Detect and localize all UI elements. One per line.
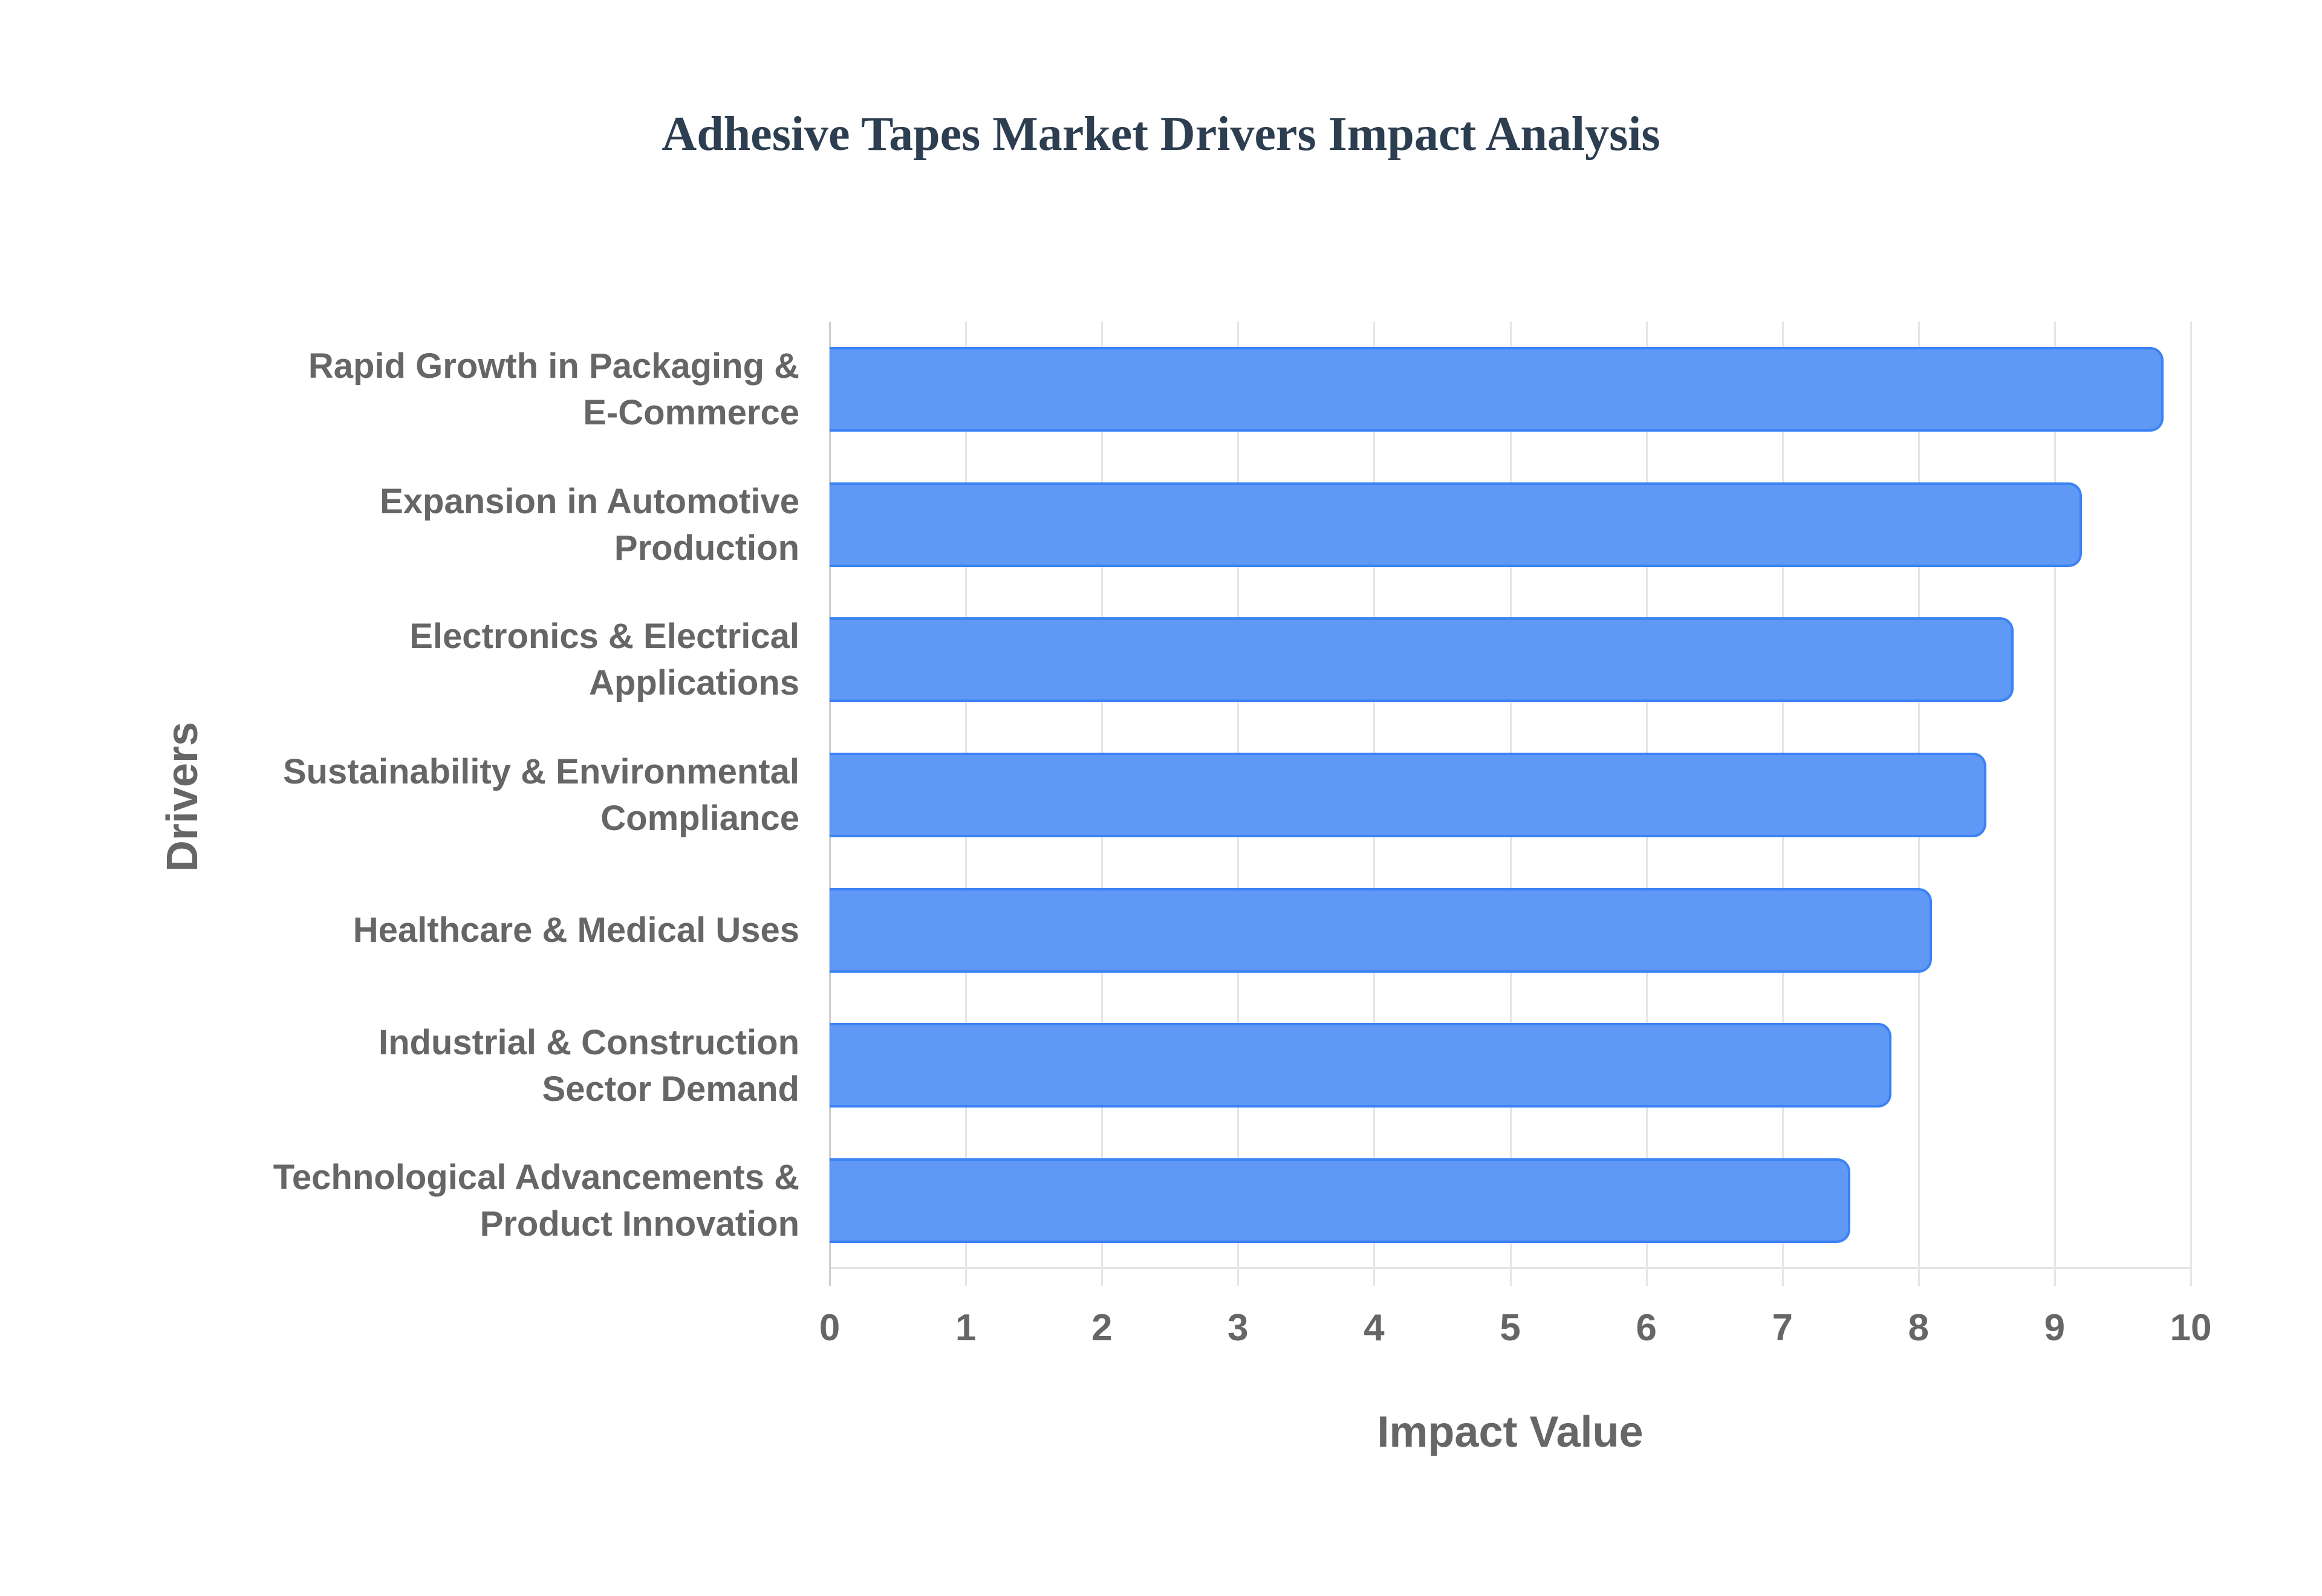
chart-title: Adhesive Tapes Market Drivers Impact Ana… (662, 108, 1660, 161)
bar[interactable] (830, 887, 1933, 973)
category-label-line: E-Commerce (583, 393, 799, 432)
category-label: Rapid Growth in Packaging & E-Commerce (134, 322, 799, 457)
category-label-line: Technological Advancements & (273, 1158, 799, 1198)
gridline (2190, 322, 2192, 1286)
category-label-line: Electronics & Electrical (409, 617, 799, 657)
category-label: Sustainability & Environmental Compliance (134, 727, 799, 863)
x-tick-label: 7 (1772, 1307, 1793, 1349)
x-tick-label: 1 (955, 1307, 977, 1349)
bar[interactable] (830, 346, 2164, 432)
x-tick-label: 5 (1500, 1307, 1521, 1349)
x-tick-label: 10 (2170, 1307, 2212, 1349)
category-label: Technological Advancements & Product Inno… (134, 1133, 799, 1268)
category-label: Healthcare & Medical Uses (134, 863, 799, 998)
x-tick-label: 6 (1636, 1307, 1657, 1349)
x-tick-label: 0 (819, 1307, 841, 1349)
x-tick-label: 8 (1908, 1307, 1930, 1349)
bar[interactable] (830, 753, 1987, 837)
category-label-line: Sector Demand (542, 1069, 799, 1109)
category-label-line: Product Innovation (480, 1204, 799, 1244)
category-label-line: Applications (588, 663, 799, 703)
bar[interactable] (830, 617, 2014, 702)
bar[interactable] (830, 1023, 1891, 1108)
category-label: Expansion in Automotive Production (134, 457, 799, 592)
category-label-line: Expansion in Automotive (380, 481, 799, 521)
category-label: Industrial & Construction Sector Demand (134, 998, 799, 1134)
gridline (2054, 322, 2056, 1286)
category-label-line: Compliance (600, 799, 799, 839)
x-tick-label: 9 (2044, 1307, 2066, 1349)
bar[interactable] (830, 1158, 1851, 1244)
category-label: Electronics & Electrical Applications (134, 592, 799, 727)
bar[interactable] (830, 482, 2082, 567)
category-label-line: Industrial & Construction (379, 1022, 799, 1062)
category-label-line: Sustainability & Environmental (282, 752, 799, 792)
x-tick-label: 4 (1364, 1307, 1385, 1349)
x-axis-title: Impact Value (1377, 1408, 1644, 1456)
category-label-line: Production (614, 528, 799, 568)
x-tick-label: 3 (1228, 1307, 1249, 1349)
x-tick-label: 2 (1091, 1307, 1113, 1349)
category-label-line: Healthcare & Medical Uses (353, 910, 799, 950)
category-label-line: Rapid Growth in Packaging & (308, 346, 799, 386)
plot-area (829, 322, 2192, 1286)
